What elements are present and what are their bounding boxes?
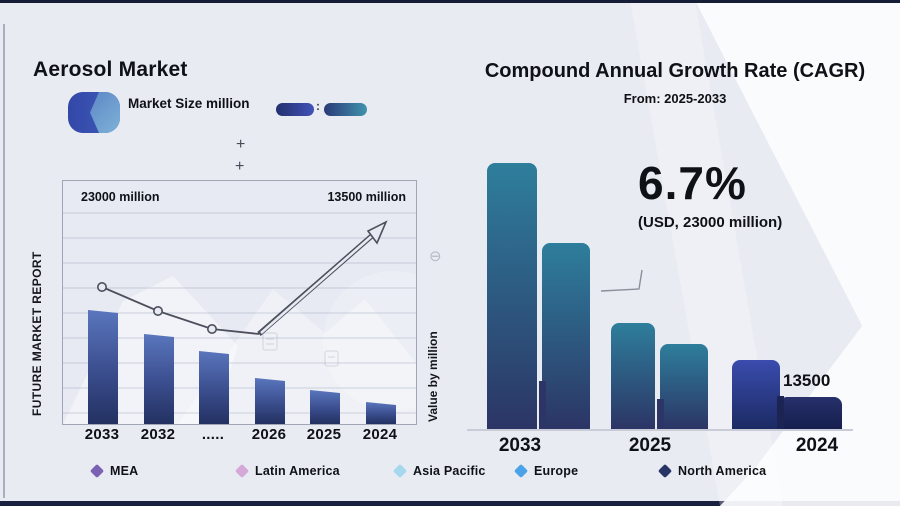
x-axis-label: 2025 [306,426,342,443]
x-axis-label: 2025 [628,435,672,456]
bar-value-annotation: 13500 [783,371,831,390]
cagr-basis: (USD, 23000 million) [638,214,783,231]
legend-item-europe: Europe [513,463,579,479]
cagr-bar [611,323,655,429]
x-axis-label: 2032 [140,426,176,443]
x-axis-label: 2024 [795,435,839,456]
diamond-marker-icon [89,463,105,479]
x-axis-label: 2024 [362,426,398,443]
x-axis-label: 2033 [498,435,542,456]
bar-pair-connector [777,396,784,429]
cagr-chart: 13500 2033 2025 2024 [455,150,855,456]
circled-minus-icon: ⊖ [429,248,442,265]
cagr-chart-baseline [467,429,853,431]
value-label-13500: 13500 million [327,190,406,204]
cagr-bar [732,360,780,429]
legend-pill-colon: : [316,99,320,113]
legend-item-asia-pacific: Asia Pacific [392,463,486,479]
legend-label: MEA [110,464,139,478]
capsule-chevron [90,92,120,133]
trend-line-arrow [96,220,388,336]
frame-left-line [3,24,5,498]
diamond-marker-icon [392,463,408,479]
cagr-bar [542,243,590,429]
legend-pill-dark-blue [276,103,314,116]
cagr-bar [487,163,537,429]
market-bar-2033 [88,310,118,424]
market-size-x-axis: 2033 2032..... 2026 2025 2024 [62,426,415,446]
market-size-bars [63,181,416,424]
value-by-million-label: Value by million [426,331,440,422]
bar-pair-connector [539,381,546,429]
corner-bracket-decoration [600,269,643,292]
market-bar-..... [199,351,229,424]
legend-label: Latin America [255,464,340,478]
legend-item-mea: MEA [89,463,139,479]
legend-label: Europe [534,464,579,478]
x-axis-label: 2026 [251,426,287,443]
legend-item-latin-america: Latin America [234,463,340,479]
market-size-legend-label: Market Size million [128,96,250,111]
frame-top-bar [0,0,900,3]
cagr-bar [779,397,842,429]
page-title: Aerosol Market [33,58,188,81]
cagr-title: Compound Annual Growth Rate (CAGR) [484,60,866,82]
frame-bottom-bar [0,501,900,506]
legend-item-north-america: North America [657,463,767,479]
legend-pill-teal [324,103,367,116]
capsule-aerosol-icon [68,92,120,133]
market-bar-2032 [144,334,174,424]
diamond-marker-icon [657,463,673,479]
cagr-value-block: 6.7% (USD, 23000 million) [638,160,782,231]
market-bar-2025 [310,390,340,424]
legend-label: North America [678,464,767,478]
bar-pair-connector [657,399,664,429]
diamond-marker-icon [234,463,250,479]
x-axis-label: 2033 [84,426,120,443]
value-label-23000: 23000 million [81,190,160,204]
future-market-report-label: FUTURE MARKET REPORT [30,251,44,416]
market-bar-2024 [366,402,396,424]
chart-background-decoration [63,212,416,424]
legend-label: Asia Pacific [413,464,486,478]
plus-decoration-icon: + [236,136,246,153]
cagr-percentage: 6.7% [638,157,747,209]
market-bar-2026 [255,378,285,424]
cagr-bar [660,344,708,429]
x-axis-label: ..... [201,426,225,443]
diamond-marker-icon [513,463,529,479]
market-size-chart: 23000 million 13500 million [62,180,417,425]
plus-decoration-icon: + [235,158,245,175]
cagr-subtitle: From: 2025-2033 [623,91,727,106]
